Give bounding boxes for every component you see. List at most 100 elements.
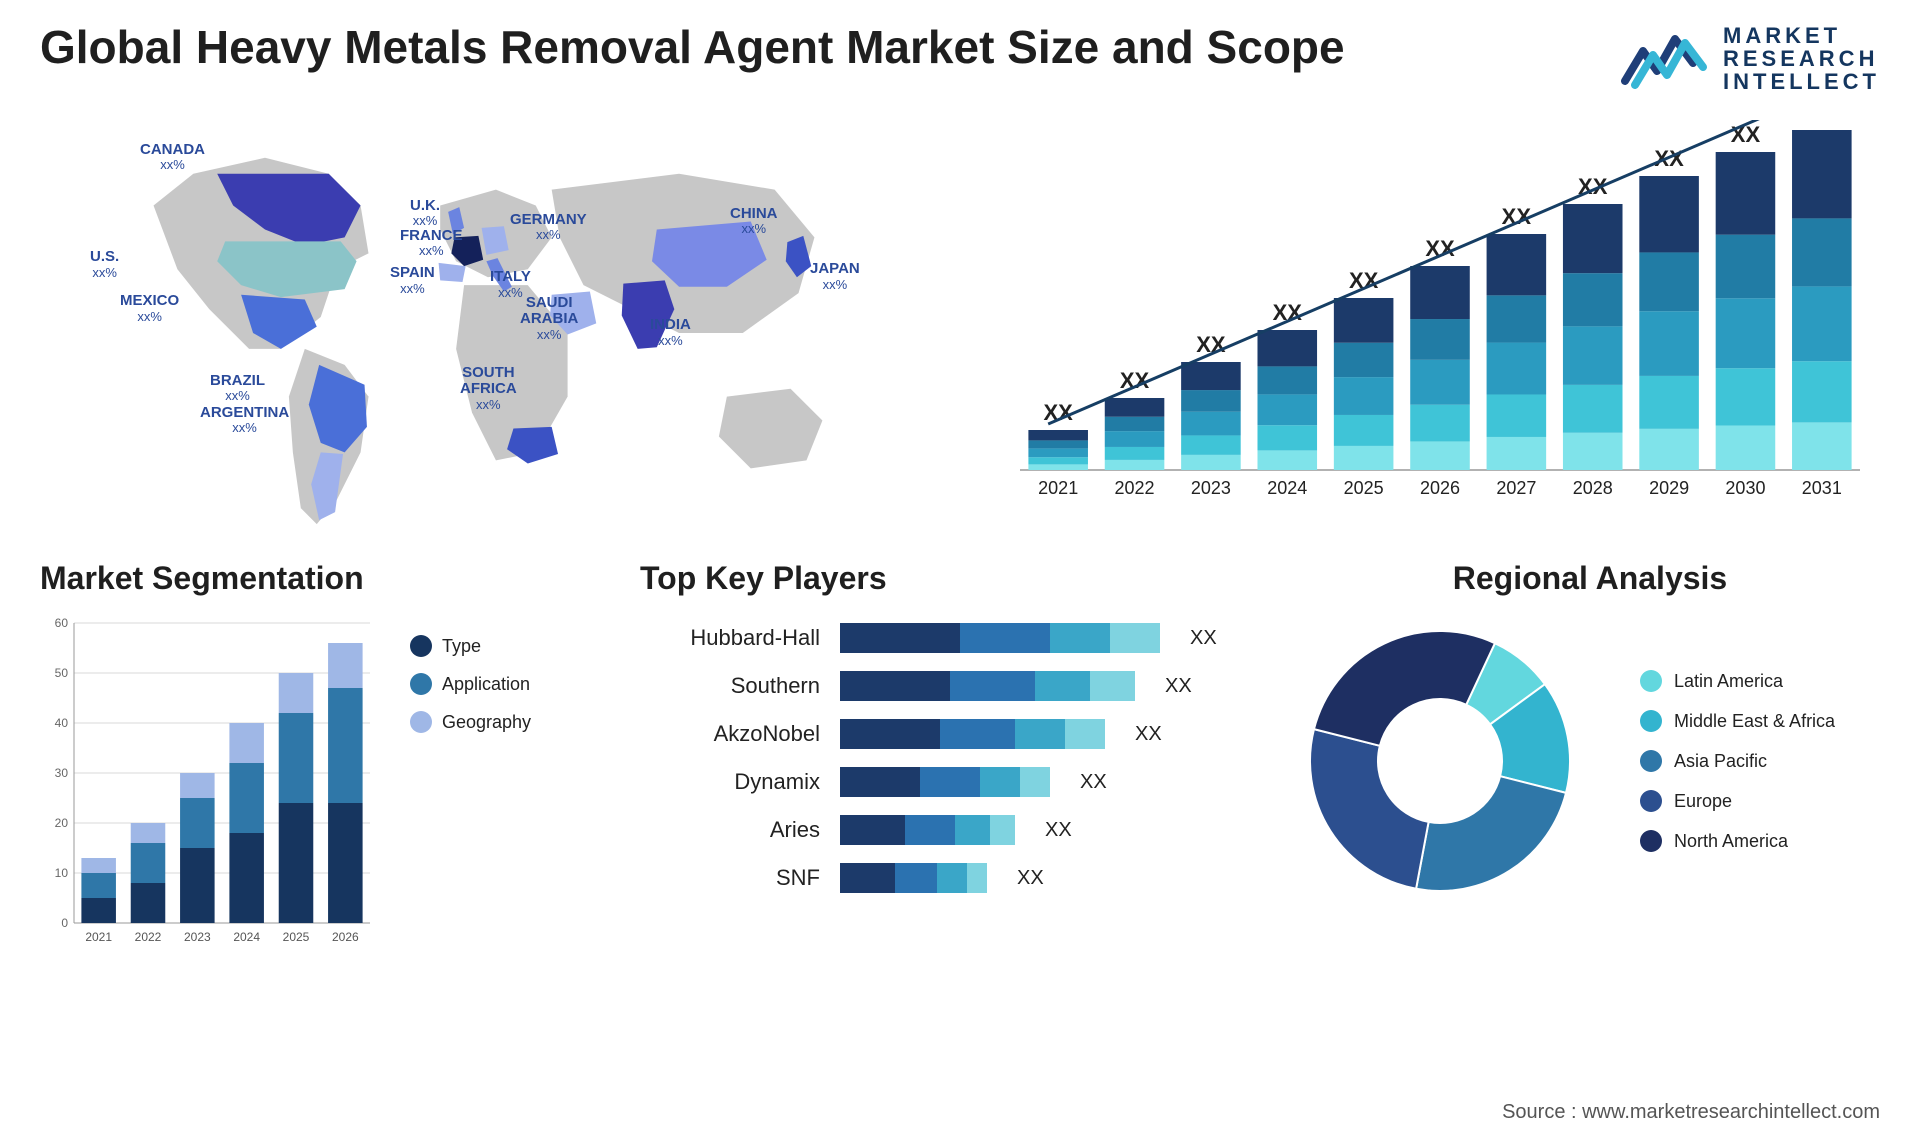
player-bar-seg <box>1015 719 1065 749</box>
seg-bar-seg <box>279 803 314 923</box>
forecast-year-label: 2030 <box>1725 478 1765 498</box>
forecast-bar-seg <box>1563 385 1623 433</box>
player-value: XX <box>1045 819 1072 842</box>
player-bar-seg <box>1110 623 1160 653</box>
map-label-germany: GERMANYxx% <box>510 212 587 243</box>
seg-bar-seg <box>131 843 166 883</box>
seg-bar-seg <box>279 713 314 803</box>
forecast-bar-seg <box>1181 435 1241 454</box>
regional-legend-item: Middle East & Africa <box>1640 710 1835 732</box>
player-bar-seg <box>840 815 905 845</box>
player-bar-seg <box>937 863 967 893</box>
forecast-bar-seg <box>1639 176 1699 252</box>
forecast-bar-seg <box>1563 433 1623 470</box>
seg-bar-seg <box>180 798 215 848</box>
player-bar <box>840 719 1105 749</box>
forecast-bar-label: XX <box>1807 120 1837 125</box>
player-name: Hubbard-Hall <box>640 625 820 651</box>
forecast-bar-seg <box>1257 394 1317 425</box>
segmentation-title: Market Segmentation <box>40 560 600 597</box>
regional-donut-chart <box>1300 611 1600 911</box>
player-row: SouthernXX <box>640 671 1260 701</box>
seg-year-label: 2021 <box>85 930 112 944</box>
forecast-bar-seg <box>1028 464 1088 470</box>
forecast-bar-seg <box>1716 425 1776 470</box>
forecast-bar-seg <box>1716 235 1776 299</box>
seg-bar-seg <box>81 873 116 898</box>
forecast-bar-label: XX <box>1120 368 1150 393</box>
forecast-bar-seg <box>1792 422 1852 470</box>
forecast-bar-seg <box>1792 130 1852 218</box>
map-label-u-k-: U.K.xx% <box>410 198 440 229</box>
forecast-bar-seg <box>1334 377 1394 415</box>
svg-text:10: 10 <box>55 866 69 880</box>
forecast-bar-seg <box>1334 343 1394 377</box>
svg-text:30: 30 <box>55 766 69 780</box>
forecast-bar-seg <box>1334 298 1394 343</box>
seg-bar-seg <box>81 858 116 873</box>
country-germany <box>482 226 509 255</box>
regional-legend-item: Latin America <box>1640 670 1835 692</box>
seg-bar-seg <box>180 848 215 923</box>
logo-line1: MARKET <box>1723 24 1880 47</box>
regional-title: Regional Analysis <box>1300 560 1880 597</box>
segmentation-legend: TypeApplicationGeography <box>410 635 531 733</box>
player-bar-seg <box>1050 623 1110 653</box>
forecast-bar-seg <box>1181 362 1241 390</box>
forecast-bar-seg <box>1487 343 1547 395</box>
forecast-bar-seg <box>1639 252 1699 311</box>
player-name: AkzoNobel <box>640 721 820 747</box>
seg-bar-seg <box>131 883 166 923</box>
forecast-year-label: 2022 <box>1115 478 1155 498</box>
forecast-bar-seg <box>1639 429 1699 470</box>
seg-year-label: 2024 <box>233 930 260 944</box>
seg-bar-seg <box>328 688 363 803</box>
forecast-year-label: 2026 <box>1420 478 1460 498</box>
seg-legend-item: Application <box>410 673 531 695</box>
player-bar-seg <box>990 815 1015 845</box>
forecast-bar-seg <box>1487 437 1547 470</box>
forecast-bar-seg <box>1105 460 1165 470</box>
forecast-bar-seg <box>1181 412 1241 436</box>
segmentation-section: Market Segmentation 01020304050602021202… <box>40 560 600 975</box>
regional-section: Regional Analysis Latin America Middle Ea… <box>1300 560 1880 911</box>
forecast-bar-seg <box>1028 457 1088 464</box>
seg-bar-seg <box>229 723 264 763</box>
regional-legend-item: Europe <box>1640 790 1835 812</box>
forecast-bar-seg <box>1563 273 1623 326</box>
player-bar <box>840 863 987 893</box>
player-bar-seg <box>920 767 980 797</box>
forecast-year-label: 2023 <box>1191 478 1231 498</box>
forecast-bar-seg <box>1792 218 1852 286</box>
forecast-bar-seg <box>1487 234 1547 295</box>
player-bar <box>840 671 1135 701</box>
map-label-japan: JAPANxx% <box>810 261 860 292</box>
seg-legend-item: Type <box>410 635 531 657</box>
source-label: Source : www.marketresearchintellect.com <box>1502 1101 1880 1124</box>
map-label-spain: SPAINxx% <box>390 265 435 296</box>
forecast-bar-seg <box>1716 368 1776 425</box>
forecast-year-label: 2029 <box>1649 478 1689 498</box>
forecast-bar-seg <box>1028 430 1088 440</box>
player-value: XX <box>1165 675 1192 698</box>
forecast-year-label: 2027 <box>1496 478 1536 498</box>
forecast-bar-seg <box>1410 319 1470 360</box>
svg-text:60: 60 <box>55 616 69 630</box>
player-name: Aries <box>640 817 820 843</box>
map-label-saudi-arabia: SAUDIARABIAxx% <box>520 295 578 342</box>
forecast-bar-seg <box>1563 204 1623 273</box>
regional-legend: Latin AmericaMiddle East & AfricaAsia Pa… <box>1640 670 1835 852</box>
players-title: Top Key Players <box>640 560 1260 597</box>
player-bar-seg <box>967 863 987 893</box>
player-bar-seg <box>940 719 1015 749</box>
logo-line3: INTELLECT <box>1723 70 1880 93</box>
forecast-bar-seg <box>1181 390 1241 412</box>
svg-text:40: 40 <box>55 716 69 730</box>
seg-bar-seg <box>229 763 264 833</box>
forecast-bar-seg <box>1639 376 1699 429</box>
forecast-bar-label: XX <box>1502 204 1532 229</box>
main-forecast-chart: XX2021XX2022XX2023XX2024XX2025XX2026XX20… <box>1000 120 1880 520</box>
player-bar-seg <box>1065 719 1105 749</box>
country-spain <box>439 263 466 282</box>
seg-bar-seg <box>131 823 166 843</box>
